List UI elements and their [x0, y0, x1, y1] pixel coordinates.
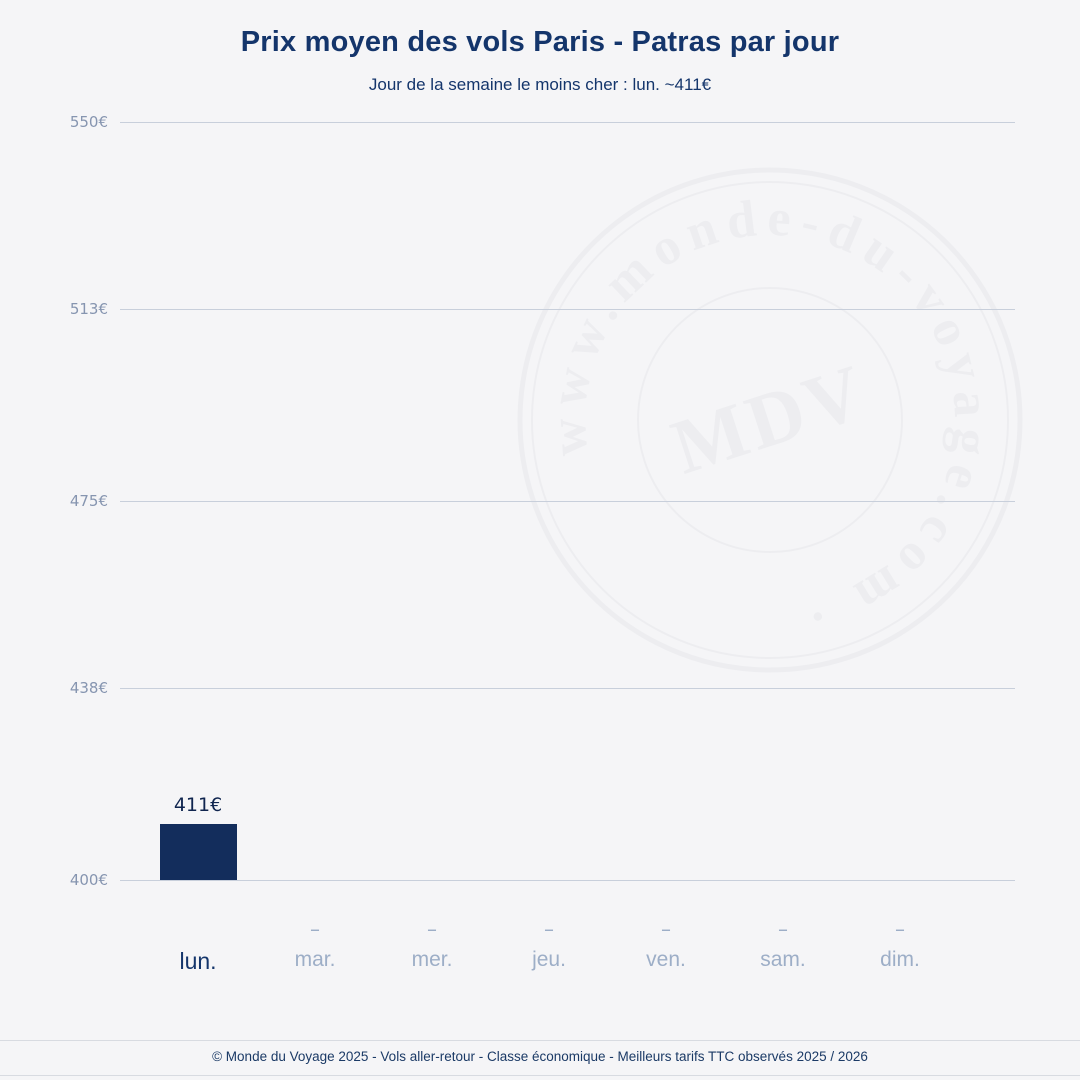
no-data-marker: –: [778, 917, 788, 941]
no-data-marker: –: [895, 917, 905, 941]
x-axis-label-mar: mar.: [294, 948, 336, 971]
gridline: [120, 122, 1015, 123]
no-data-marker: –: [661, 917, 671, 941]
bar-value-label: 411€: [173, 794, 223, 817]
gridline: [120, 501, 1015, 502]
no-data-marker: –: [427, 917, 437, 941]
y-axis-tick-label: 513€: [69, 299, 108, 318]
x-axis-label-dim: dim.: [880, 948, 920, 971]
x-axis-label-jeu: jeu.: [532, 948, 566, 971]
no-data-marker: –: [544, 917, 554, 941]
x-axis-label-mer: mer.: [411, 948, 453, 971]
gridline: [120, 880, 1015, 881]
x-axis-label-sam: sam.: [760, 948, 806, 971]
y-axis-tick-label: 550€: [69, 113, 108, 131]
bar-lun: [159, 824, 237, 880]
y-axis-tick-label: 475€: [69, 492, 108, 510]
x-axis-label-ven: ven.: [646, 948, 686, 971]
y-axis-tick-label: 400€: [69, 871, 108, 889]
footer-divider-bottom: [0, 1075, 1080, 1076]
footer-credit: © Monde du Voyage 2025 - Vols aller-reto…: [212, 1049, 868, 1064]
x-axis-label-lun: lun.: [179, 948, 217, 974]
no-data-marker: –: [310, 917, 320, 941]
y-axis-tick-label: 438€: [69, 678, 108, 697]
footer-divider-top: [0, 1040, 1080, 1041]
gridline: [120, 687, 1015, 689]
chart-subtitle: Jour de la semaine le moins cher : lun. …: [368, 75, 712, 94]
gridline: [120, 308, 1015, 310]
chart-title: Prix moyen des vols Paris - Patras par j…: [240, 26, 840, 58]
